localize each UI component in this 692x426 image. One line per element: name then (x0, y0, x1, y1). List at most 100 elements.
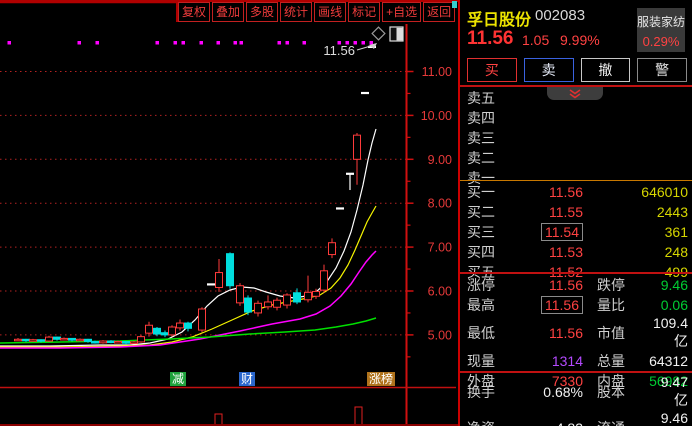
axis-label: 9.00 (428, 153, 452, 167)
candle-body (312, 290, 320, 297)
candle-body (226, 253, 234, 287)
event-dot (181, 41, 185, 45)
stock-code: 002083 (535, 7, 586, 24)
candle-body (320, 270, 328, 291)
axis-label: 11.00 (422, 65, 452, 79)
corner-mark-icon (452, 1, 457, 8)
axis-label: 7.00 (428, 241, 452, 255)
candlestick-chart[interactable]: 11.00 10.00 9.00 8.00 7.00 6.00 5.00 11.56 (0, 0, 457, 426)
sell-queue-row[interactable]: 卖二 (460, 148, 692, 168)
sell-queue-row[interactable]: 卖五 (460, 88, 692, 108)
buy-queue-row[interactable]: 买二 11.55 2443 (460, 202, 692, 222)
queue-label: 卖四 (467, 110, 495, 126)
stat-label: 现量 (467, 353, 495, 369)
candle-body (215, 272, 223, 288)
price-change-pct: 9.99% (560, 32, 600, 48)
buy-queue-row[interactable]: 买四 11.53 248 (460, 242, 692, 262)
toolbar-button-fuquan[interactable]: 复权 (178, 2, 211, 22)
cancel-button[interactable]: 撤 (580, 58, 631, 82)
sell-queue-row[interactable]: 卖四 (460, 108, 692, 128)
sell-queue-row[interactable]: 卖三 (460, 128, 692, 148)
candle-body (184, 322, 192, 329)
stat-label: 量比 (597, 297, 625, 313)
queue-volume: 248 (664, 244, 688, 260)
stat-value: 0.68% (543, 384, 583, 400)
event-dot (302, 41, 306, 45)
stat-value: 0.06 (660, 297, 688, 313)
buy-button[interactable]: 买 (467, 58, 517, 82)
toolbar-button-huaxian[interactable]: 画线 (314, 2, 347, 22)
stat-label: 市值 (597, 325, 625, 341)
candle-body (122, 340, 130, 344)
axis-label: 6.00 (428, 285, 452, 299)
candle-body (353, 134, 361, 160)
event-dot (199, 41, 203, 45)
candle-body (137, 336, 145, 343)
sector-badge[interactable]: 服装家纺 0.29% (637, 8, 685, 52)
sell-queue-row[interactable]: 卖一 (460, 168, 692, 188)
candle-body (45, 336, 53, 342)
queue-price: 11.53 (549, 244, 583, 260)
event-dot (361, 41, 365, 45)
candle-body (198, 308, 206, 331)
toolbar-button-diejia[interactable]: 叠加 (212, 2, 245, 22)
candle-body (60, 337, 68, 341)
collapse-tab[interactable] (547, 87, 603, 100)
event-badge[interactable]: 涨榜 (367, 372, 396, 386)
event-badge[interactable]: 财 (239, 372, 256, 386)
axis-label: 10.00 (421, 109, 452, 123)
candle-body (304, 291, 312, 301)
event-badge[interactable]: 减 (170, 372, 187, 386)
event-dot (345, 41, 349, 45)
sell-button[interactable]: 卖 (523, 58, 574, 82)
event-dot (155, 41, 159, 45)
toolbar-button-duogu[interactable]: 多股 (246, 2, 279, 22)
toolbar-button-tongji[interactable]: 统计 (280, 2, 313, 22)
queue-label: 买三 (467, 224, 495, 240)
ma-line-ma10 (0, 205, 377, 348)
sector-name: 服装家纺 (637, 15, 686, 29)
stat-value: 1314 (551, 353, 583, 369)
toolbar-button-biaoji[interactable]: 标记 (348, 2, 381, 22)
buy-queue-row[interactable]: 买一 11.56 646010 (460, 182, 692, 202)
stat-label: 最低 (467, 325, 495, 341)
candle-body (264, 301, 272, 308)
event-dot (216, 41, 220, 45)
candle-body (91, 340, 99, 344)
stat-value: 11.56 (549, 277, 583, 293)
candle-body (244, 297, 252, 313)
stats-block: 涨停 11.56 跌停 9.46 最高 11.56 量比 0.06 最低 11.56… (460, 275, 692, 389)
price-annotation: 11.56 (323, 43, 355, 58)
candle-body (22, 338, 30, 342)
candle-body (153, 327, 161, 335)
separator (460, 371, 692, 373)
stat-value: 56982 (649, 373, 688, 389)
alert-button[interactable]: 警 (637, 58, 687, 82)
queue-price: 11.55 (549, 204, 583, 220)
trade-action-buttons: 买卖撤警 (467, 58, 687, 82)
event-dot (369, 41, 373, 45)
queue-label: 买二 (467, 204, 495, 220)
buy-queue: 买一 11.56 646010 买二 11.55 2443 买三 11.54 361… (460, 182, 692, 280)
candle-body (107, 340, 115, 344)
stat-value: 109.4亿 (652, 315, 688, 349)
toolbar-button-back[interactable]: 返回 (423, 2, 456, 22)
toolbar-button-add-watchlist[interactable]: +自选 (382, 2, 422, 22)
stock-name: 孚日股份 (467, 12, 532, 29)
event-dot (7, 41, 11, 45)
mid-separator (460, 180, 692, 181)
candle-body (84, 338, 92, 342)
window-top-border (0, 0, 692, 2)
last-price: 11.56 (467, 28, 514, 49)
queue-price: 11.56 (549, 184, 583, 200)
buy-queue-row[interactable]: 买三 11.54 361 (460, 222, 692, 242)
diamond-icon[interactable] (371, 26, 386, 41)
stats-row: 最高 11.56 量比 0.06 (460, 295, 692, 315)
candle-body (130, 341, 138, 344)
annotation-arrowhead (369, 43, 377, 49)
candle-body (53, 336, 61, 340)
candle-body (68, 337, 76, 341)
price-change: 1.05 (522, 32, 550, 48)
candle-body (145, 324, 153, 334)
